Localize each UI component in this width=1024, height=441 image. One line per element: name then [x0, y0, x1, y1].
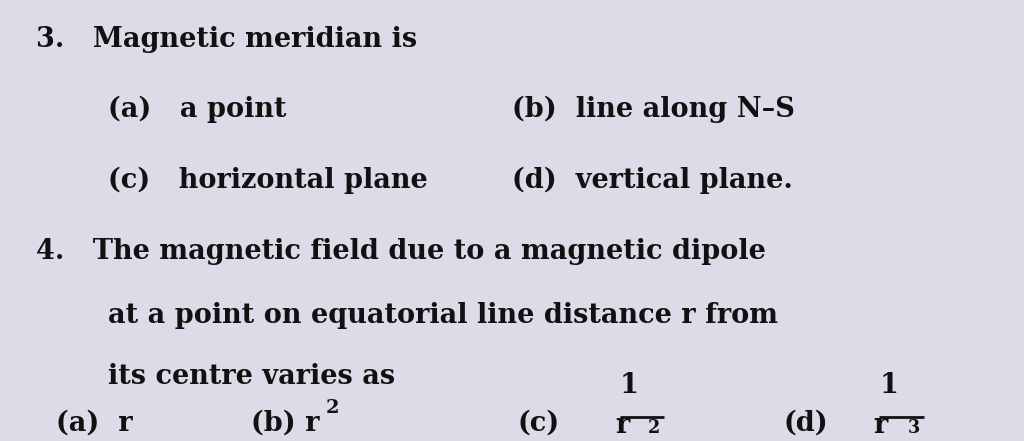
- Text: r: r: [615, 412, 630, 439]
- Text: 2: 2: [326, 399, 339, 417]
- Text: r: r: [873, 412, 888, 439]
- Text: (d): (d): [783, 410, 828, 437]
- Text: at a point on equatorial line distance r from: at a point on equatorial line distance r…: [108, 302, 777, 329]
- Text: 3: 3: [908, 419, 921, 437]
- Text: (b)  line along N–S: (b) line along N–S: [512, 96, 795, 123]
- Text: its centre varies as: its centre varies as: [108, 363, 394, 390]
- Text: 1: 1: [620, 372, 638, 399]
- Text: (a)  r: (a) r: [56, 410, 133, 437]
- Text: 4.   The magnetic field due to a magnetic dipole: 4. The magnetic field due to a magnetic …: [36, 238, 766, 265]
- Text: (c): (c): [517, 410, 559, 437]
- Text: (c)   horizontal plane: (c) horizontal plane: [108, 167, 427, 194]
- Text: (a)   a point: (a) a point: [108, 96, 286, 123]
- Text: (b) r: (b) r: [251, 410, 319, 437]
- Text: 1: 1: [880, 372, 898, 399]
- Text: 2: 2: [648, 419, 660, 437]
- Text: (d)  vertical plane.: (d) vertical plane.: [512, 167, 793, 194]
- Text: 3.   Magnetic meridian is: 3. Magnetic meridian is: [36, 26, 417, 53]
